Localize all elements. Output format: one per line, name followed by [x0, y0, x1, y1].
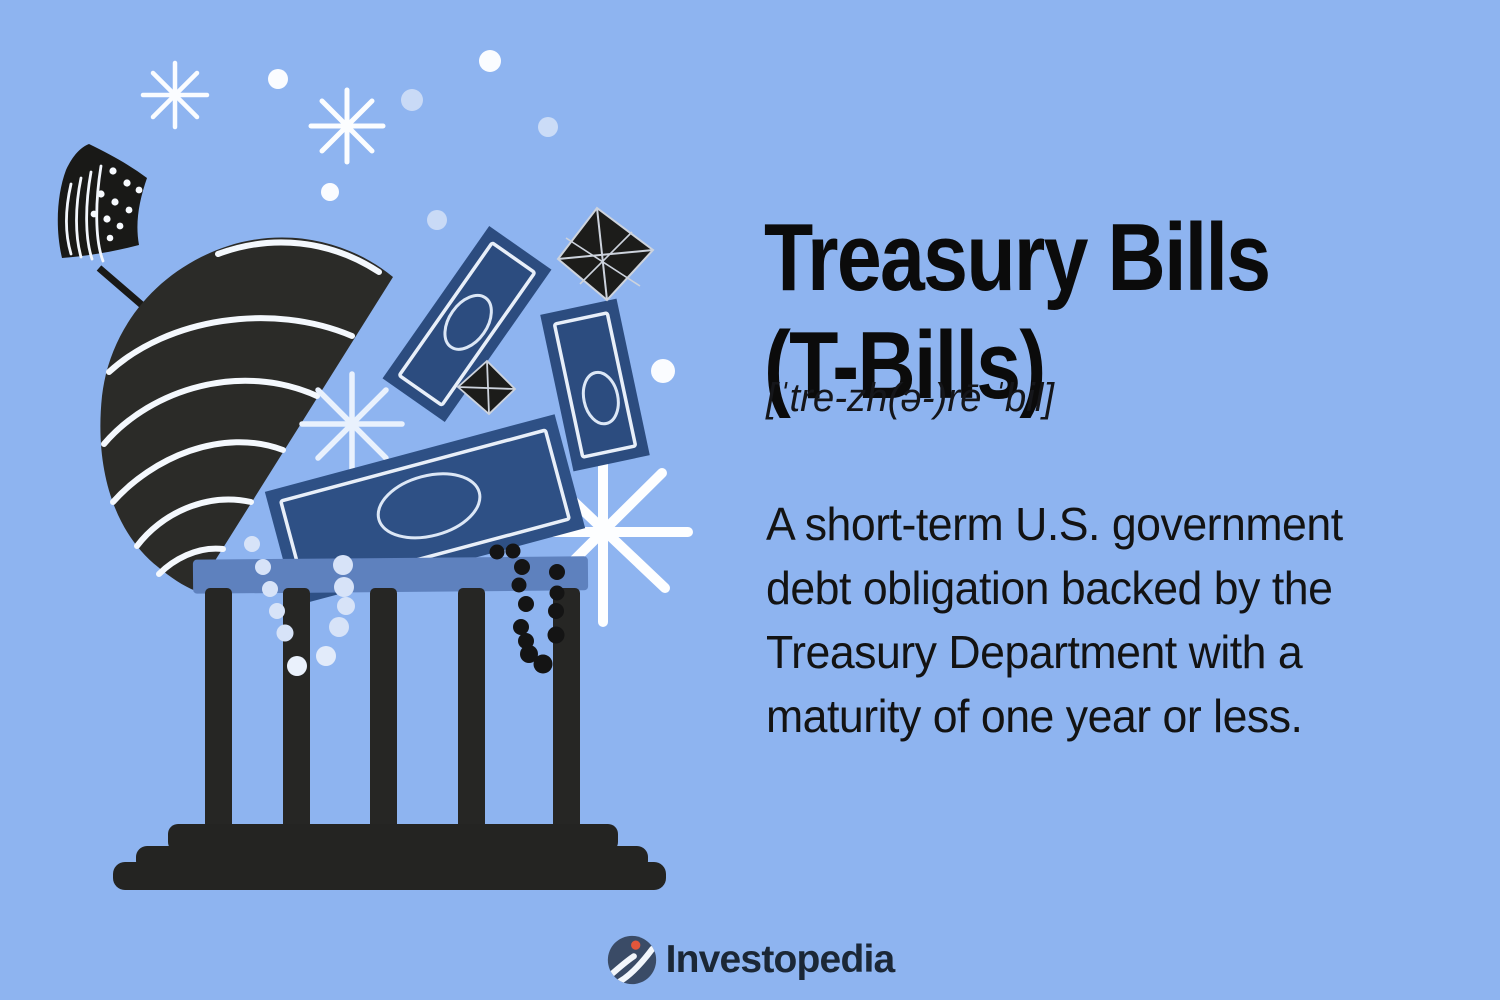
american-flag-icon — [57, 144, 153, 315]
gem-icon — [456, 359, 517, 416]
line-chart-i-icon — [607, 935, 656, 985]
logo-dot-icon — [630, 940, 640, 950]
bead-string-icon — [244, 536, 355, 676]
sparkle-star-icon — [308, 87, 386, 165]
sparkle-dots — [268, 50, 675, 383]
entablature — [192, 556, 589, 594]
sparkle-star-icon — [299, 371, 405, 477]
bead-string-icon — [489, 543, 565, 674]
sparkle-star-icon — [140, 60, 210, 130]
bank-dome-icon — [100, 237, 394, 591]
dollar-bill-icon — [382, 226, 552, 422]
base-steps-icon — [113, 824, 666, 890]
gem-icon — [556, 206, 655, 302]
bank-building — [113, 556, 666, 890]
column-icon — [205, 588, 580, 830]
pronunciation-text: [ˈtre-zh(ə-)rē ˈbil] — [766, 376, 1055, 420]
definition-text: A short-term U.S. government debt obliga… — [766, 498, 1343, 742]
logo-wordmark: Investopedia — [665, 938, 896, 981]
investopedia-logo: Investopedia — [0, 934, 1500, 986]
bank-illustration — [57, 50, 693, 890]
dollar-bill-icon — [540, 298, 650, 472]
page-title: Treasury Bills (T-Bills) — [764, 204, 1271, 420]
